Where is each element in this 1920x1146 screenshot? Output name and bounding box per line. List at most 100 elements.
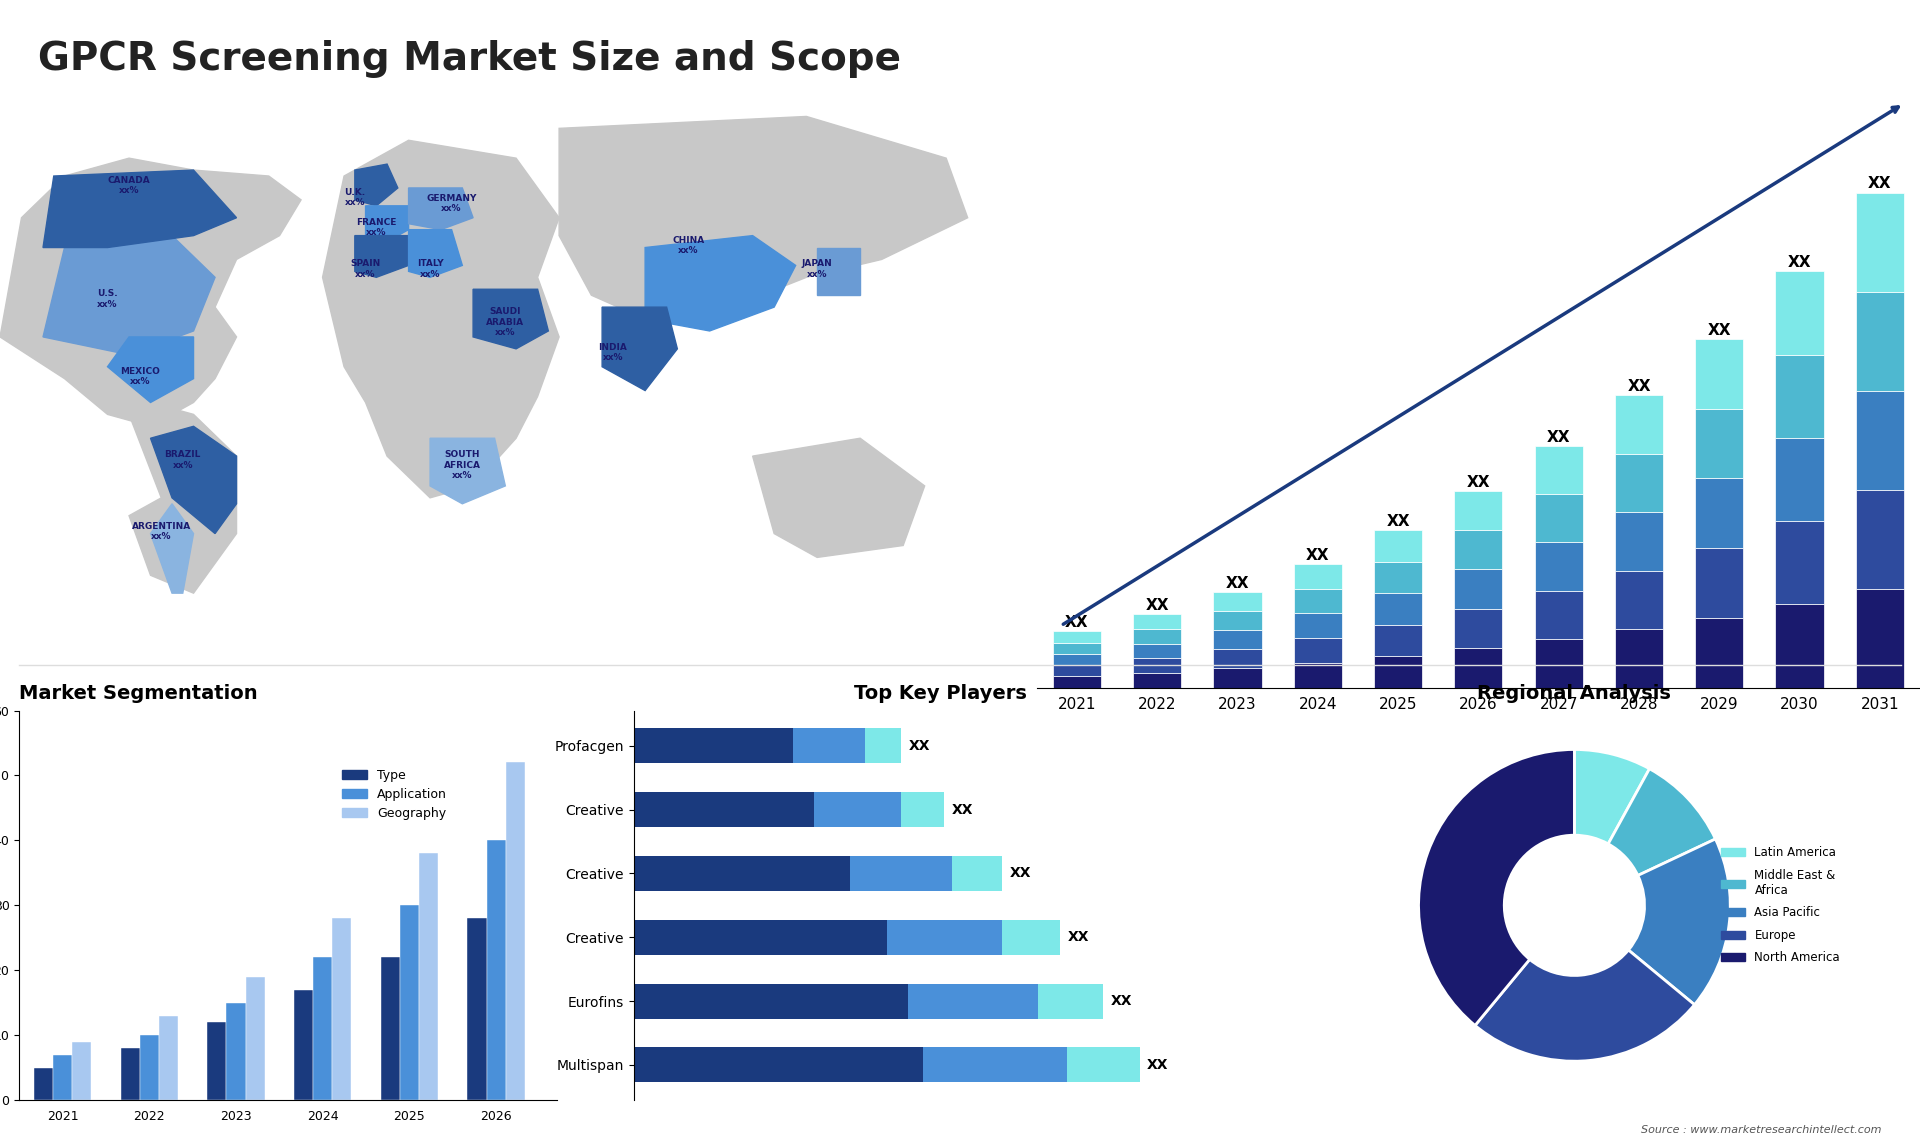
Polygon shape — [603, 307, 678, 391]
Bar — [419, 854, 438, 1100]
Title: Top Key Players: Top Key Players — [854, 684, 1027, 704]
Polygon shape — [150, 426, 236, 534]
Legend: Type, Application, Geography: Type, Application, Geography — [338, 763, 451, 825]
Bar — [1133, 658, 1181, 673]
Text: U.S.
xx%: U.S. xx% — [98, 289, 117, 308]
Text: XX: XX — [1707, 323, 1732, 338]
Bar — [1213, 668, 1261, 688]
Bar — [1695, 339, 1743, 409]
Wedge shape — [1628, 839, 1730, 1005]
Polygon shape — [42, 236, 215, 355]
Text: XX: XX — [1146, 598, 1169, 613]
Bar — [1213, 592, 1261, 611]
Polygon shape — [559, 117, 968, 319]
Bar — [1453, 490, 1503, 531]
Bar — [1615, 454, 1663, 512]
Bar — [467, 918, 486, 1100]
Polygon shape — [129, 402, 236, 594]
Bar — [1133, 673, 1181, 688]
Text: XX: XX — [1066, 615, 1089, 630]
Bar — [814, 792, 900, 827]
Bar — [1375, 531, 1423, 562]
Polygon shape — [430, 438, 505, 504]
Bar — [1776, 438, 1824, 521]
Bar — [1776, 272, 1824, 354]
Bar — [313, 957, 332, 1100]
Text: XX: XX — [1628, 379, 1651, 394]
Text: CANADA
xx%: CANADA xx% — [108, 176, 150, 196]
Text: XX: XX — [1467, 474, 1490, 489]
Bar — [399, 905, 419, 1100]
Wedge shape — [1475, 950, 1695, 1061]
Bar — [1695, 478, 1743, 548]
Bar — [1375, 657, 1423, 688]
Polygon shape — [0, 158, 301, 426]
Text: XX: XX — [1110, 994, 1133, 1008]
Polygon shape — [409, 188, 472, 229]
Text: XX: XX — [1788, 256, 1811, 270]
Text: SAUDI
ARABIA
xx%: SAUDI ARABIA xx% — [486, 307, 524, 337]
Bar — [1615, 395, 1663, 454]
Bar — [1294, 662, 1342, 688]
Text: SOUTH
AFRICA
xx%: SOUTH AFRICA xx% — [444, 450, 480, 480]
Bar — [1052, 665, 1100, 676]
Bar — [332, 918, 351, 1100]
Bar — [1294, 564, 1342, 589]
Bar — [207, 1022, 227, 1100]
Polygon shape — [355, 164, 397, 206]
Text: MEXICO
xx%: MEXICO xx% — [119, 367, 159, 386]
Bar — [634, 856, 851, 890]
Bar — [1534, 639, 1582, 688]
Bar — [1375, 562, 1423, 594]
Bar — [1213, 611, 1261, 630]
Text: FRANCE
xx%: FRANCE xx% — [355, 218, 397, 237]
Bar — [1039, 983, 1104, 1019]
Bar — [1534, 446, 1582, 494]
Bar — [1213, 650, 1261, 668]
Text: Source : www.marketresearchintellect.com: Source : www.marketresearchintellect.com — [1642, 1124, 1882, 1135]
Bar — [1068, 1047, 1140, 1083]
Bar — [35, 1068, 54, 1100]
Bar — [900, 792, 945, 827]
Text: XX: XX — [908, 739, 929, 753]
Bar — [486, 840, 505, 1100]
Bar — [1615, 571, 1663, 629]
Bar — [634, 1047, 924, 1083]
Bar — [793, 728, 864, 763]
Polygon shape — [645, 236, 795, 331]
Polygon shape — [150, 504, 194, 594]
Bar — [1052, 643, 1100, 654]
Wedge shape — [1419, 749, 1574, 1026]
Text: XX: XX — [1548, 430, 1571, 445]
Bar — [1375, 594, 1423, 625]
Bar — [1534, 542, 1582, 591]
Bar — [1615, 512, 1663, 571]
Bar — [1375, 625, 1423, 657]
Bar — [1453, 649, 1503, 688]
Text: MARKET
RESEARCH
INTELLECT: MARKET RESEARCH INTELLECT — [1782, 38, 1839, 73]
Polygon shape — [323, 140, 559, 497]
Text: JAPAN
xx%: JAPAN xx% — [803, 259, 833, 278]
Bar — [1695, 548, 1743, 618]
Bar — [1052, 676, 1100, 688]
Bar — [1776, 354, 1824, 438]
Polygon shape — [409, 229, 463, 277]
Bar — [380, 957, 399, 1100]
Bar — [1453, 609, 1503, 649]
Bar — [1294, 589, 1342, 613]
Bar — [1294, 638, 1342, 662]
Text: SPAIN
xx%: SPAIN xx% — [351, 259, 380, 278]
Polygon shape — [365, 206, 409, 242]
Bar — [864, 728, 900, 763]
Bar — [1133, 644, 1181, 658]
Bar — [1776, 521, 1824, 604]
Polygon shape — [1690, 37, 1862, 112]
Bar — [1695, 618, 1743, 688]
Bar — [140, 1035, 159, 1100]
Bar — [1453, 531, 1503, 570]
Bar — [1857, 291, 1905, 391]
Bar — [294, 990, 313, 1100]
Legend: Latin America, Middle East &
Africa, Asia Pacific, Europe, North America: Latin America, Middle East & Africa, Asi… — [1716, 841, 1845, 970]
Bar — [159, 1015, 179, 1100]
Text: Market Segmentation: Market Segmentation — [19, 684, 257, 704]
